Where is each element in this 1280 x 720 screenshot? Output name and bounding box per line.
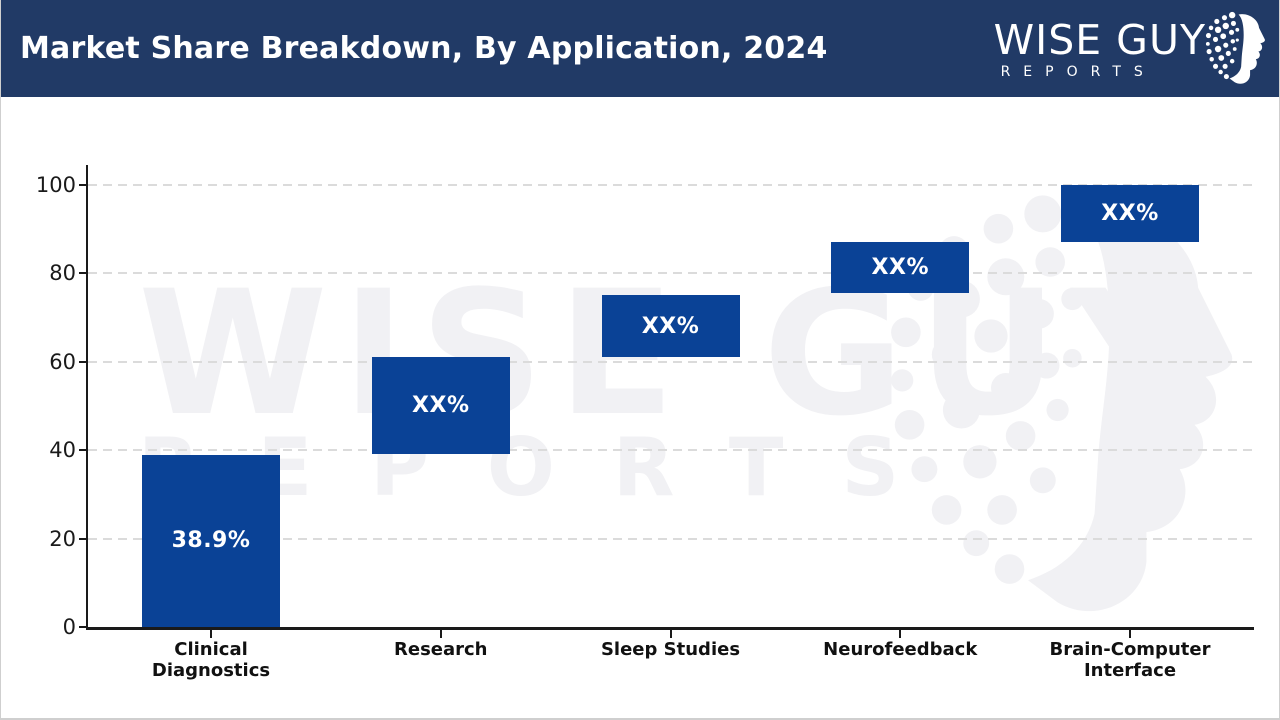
brand-head-icon <box>1204 10 1268 88</box>
y-tick-label: 60 <box>49 349 76 374</box>
bar-segment: XX% <box>601 295 740 358</box>
x-category-label: Research <box>394 639 488 660</box>
y-tick <box>79 272 87 274</box>
page-title: Market Share Breakdown, By Application, … <box>20 31 828 66</box>
x-category-label: Brain-Computer Interface <box>1049 639 1211 681</box>
header-bar: Market Share Breakdown, By Application, … <box>0 0 1280 97</box>
bar-value-label: XX% <box>641 313 700 339</box>
x-axis-line <box>86 627 1254 630</box>
x-tick <box>669 630 672 638</box>
bar-segment: 38.9% <box>142 454 280 627</box>
x-tick <box>439 630 442 638</box>
y-gridline <box>88 537 1253 540</box>
y-gridline <box>88 183 1253 186</box>
x-tick <box>899 630 902 638</box>
brand-logo-text: WISE GUY REPORTS <box>993 15 1206 80</box>
y-tick <box>79 360 87 363</box>
x-category-label: Clinical Diagnostics <box>151 639 271 681</box>
y-tick-label: 40 <box>49 438 76 462</box>
y-tick <box>79 537 87 540</box>
brand-logo: WISE GUY REPORTS <box>994 4 1268 94</box>
y-gridline <box>88 272 1253 274</box>
y-tick-label: 20 <box>49 526 76 551</box>
bar-value-label: XX% <box>871 254 929 280</box>
y-axis-line <box>86 165 88 630</box>
bar-segment: XX% <box>371 357 510 455</box>
bar-value-label: 38.9% <box>171 528 251 554</box>
y-tick <box>79 183 87 186</box>
brand-name: WISE GUY <box>993 15 1206 64</box>
y-gridline <box>88 360 1253 363</box>
x-category-label: Neurofeedback <box>823 639 978 660</box>
bar-segment: XX% <box>831 242 970 293</box>
y-tick-label: 100 <box>35 172 76 197</box>
y-tick-label: 0 <box>62 615 76 639</box>
brand-subname: REPORTS <box>1000 63 1156 80</box>
x-category-label: Sleep Studies <box>600 639 741 660</box>
bar-value-label: XX% <box>412 393 470 419</box>
bar-value-label: XX% <box>1101 200 1159 226</box>
y-tick-label: 80 <box>49 261 76 285</box>
y-gridline <box>88 449 1253 451</box>
y-tick <box>79 449 87 451</box>
x-tick <box>1129 630 1131 638</box>
x-tick <box>210 630 212 638</box>
bar-segment: XX% <box>1061 184 1199 243</box>
y-tick <box>79 626 87 628</box>
